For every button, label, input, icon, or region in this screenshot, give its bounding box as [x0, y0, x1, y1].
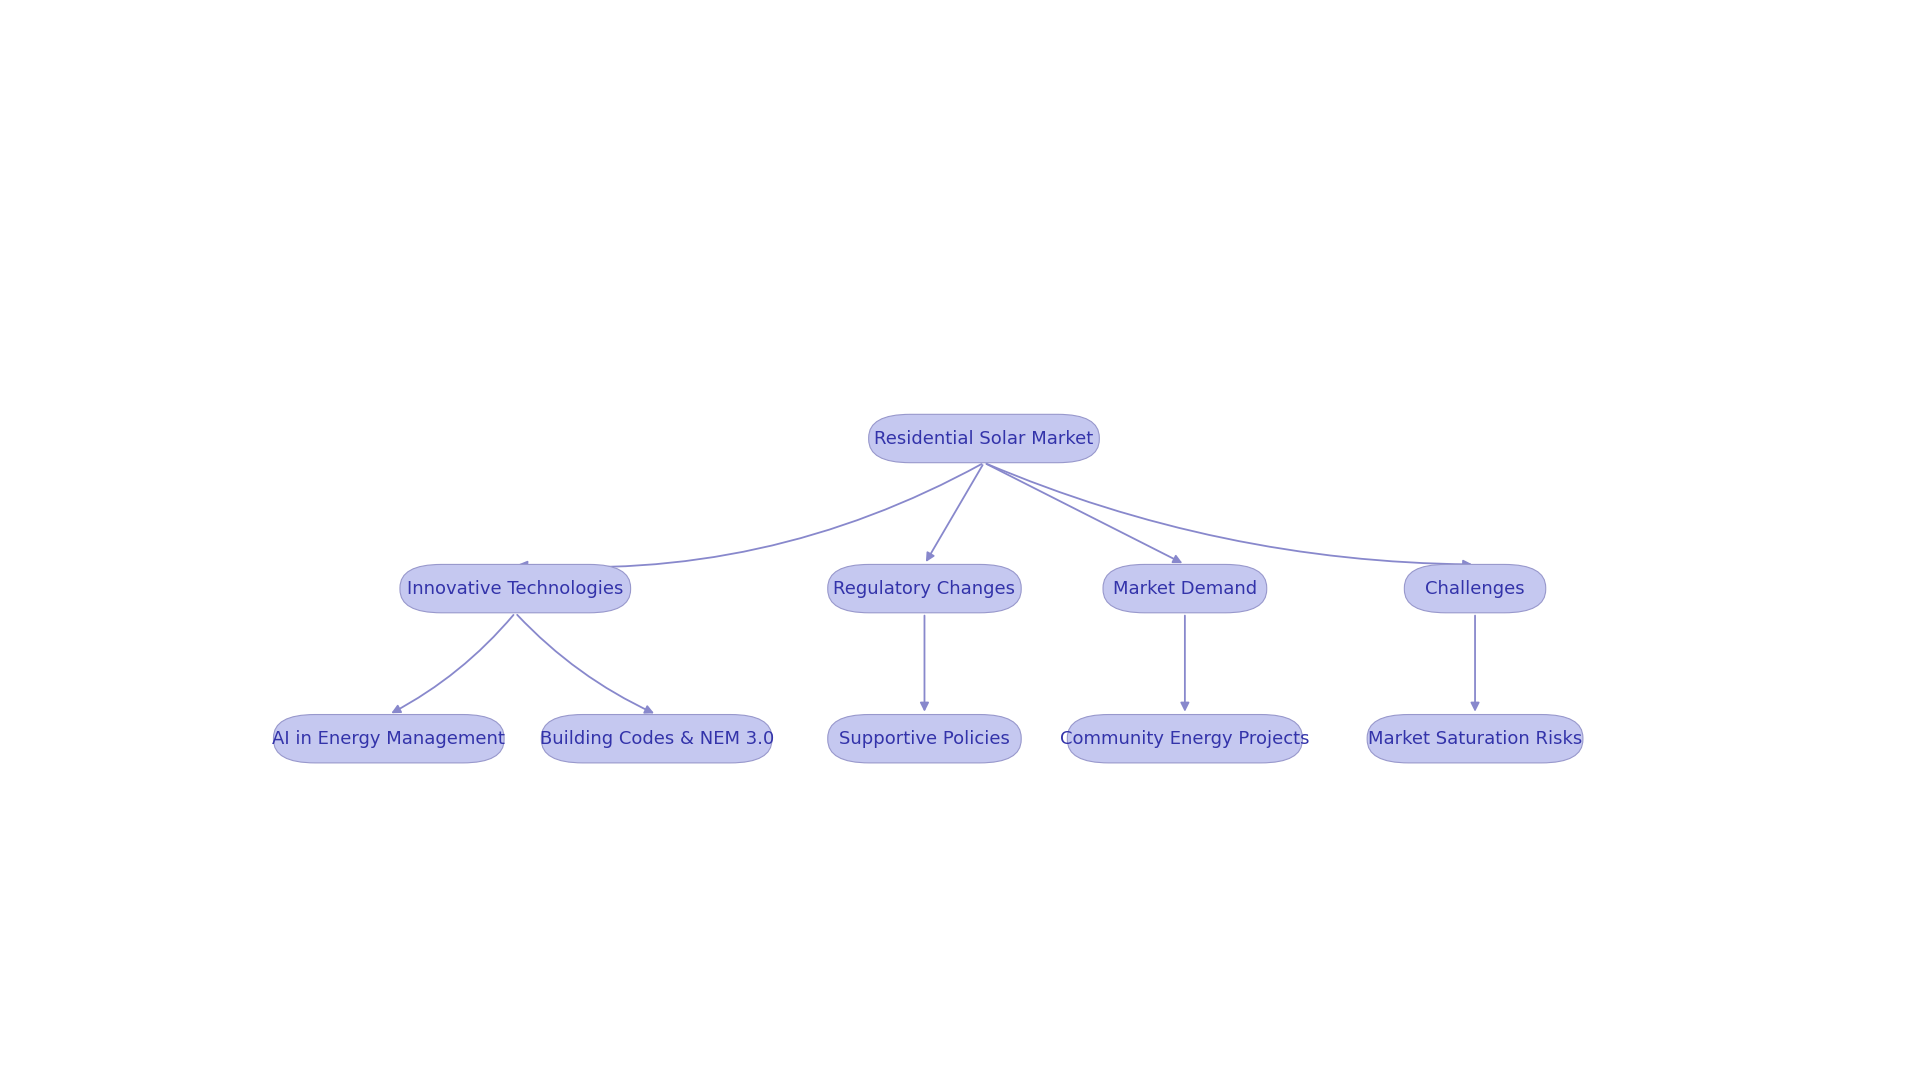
FancyBboxPatch shape [399, 564, 630, 613]
FancyBboxPatch shape [828, 715, 1021, 762]
Text: Residential Solar Market: Residential Solar Market [874, 430, 1094, 447]
FancyBboxPatch shape [1068, 715, 1302, 762]
Text: Supportive Policies: Supportive Policies [839, 730, 1010, 747]
Text: Innovative Technologies: Innovative Technologies [407, 579, 624, 598]
FancyBboxPatch shape [868, 415, 1100, 462]
Text: Community Energy Projects: Community Energy Projects [1060, 730, 1309, 747]
FancyBboxPatch shape [1367, 715, 1582, 762]
FancyBboxPatch shape [1404, 564, 1546, 613]
Text: AI in Energy Management: AI in Energy Management [273, 730, 505, 747]
Text: Regulatory Changes: Regulatory Changes [833, 579, 1016, 598]
FancyBboxPatch shape [828, 564, 1021, 613]
FancyBboxPatch shape [273, 715, 505, 762]
Text: Challenges: Challenges [1425, 579, 1524, 598]
FancyBboxPatch shape [541, 715, 772, 762]
Text: Market Demand: Market Demand [1114, 579, 1258, 598]
FancyBboxPatch shape [1102, 564, 1267, 613]
Text: Market Saturation Risks: Market Saturation Risks [1367, 730, 1582, 747]
Text: Building Codes & NEM 3.0: Building Codes & NEM 3.0 [540, 730, 774, 747]
